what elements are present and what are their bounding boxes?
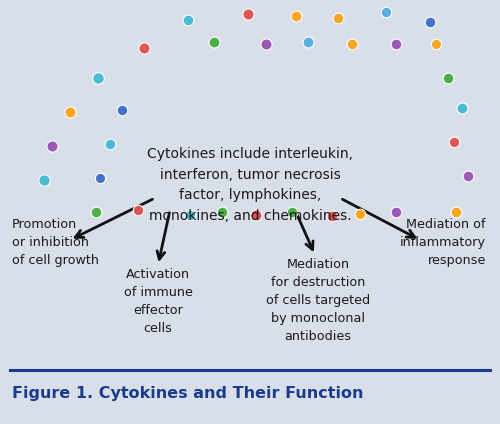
Point	[432, 41, 440, 47]
Point	[444, 75, 452, 81]
Point	[382, 8, 390, 15]
Point	[210, 39, 218, 45]
Point	[48, 142, 56, 149]
Point	[118, 106, 126, 113]
Point	[186, 212, 194, 218]
Point	[328, 212, 336, 219]
Point	[304, 39, 312, 45]
Point	[464, 173, 472, 179]
Text: Mediation
for destruction
of cells targeted
by monoclonal
antibodies: Mediation for destruction of cells targe…	[266, 258, 370, 343]
Point	[288, 209, 296, 215]
Point	[450, 139, 458, 145]
Text: Promotion
or inhibition
of cell growth: Promotion or inhibition of cell growth	[12, 218, 99, 267]
Point	[356, 211, 364, 218]
Point	[262, 41, 270, 47]
Point	[292, 13, 300, 20]
Point	[452, 209, 460, 215]
Point	[244, 11, 252, 17]
Point	[252, 212, 260, 218]
Point	[140, 45, 148, 51]
Point	[348, 41, 356, 47]
Point	[392, 209, 400, 215]
Point	[106, 141, 114, 148]
Point	[392, 41, 400, 47]
Text: Figure 1. Cytokines and Their Function: Figure 1. Cytokines and Their Function	[12, 386, 364, 401]
Point	[134, 206, 142, 213]
Text: Mediation of
inflammatory
response: Mediation of inflammatory response	[400, 218, 486, 267]
Point	[334, 14, 342, 21]
Text: Cytokines include interleukin,
interferon, tumor necrosis
factor, lymphokines,
m: Cytokines include interleukin, interfero…	[147, 147, 353, 223]
Point	[96, 175, 104, 181]
Point	[426, 19, 434, 25]
Point	[92, 209, 100, 215]
Point	[458, 105, 466, 112]
Point	[218, 209, 226, 215]
Point	[94, 75, 102, 81]
Point	[184, 17, 192, 23]
Text: Activation
of immune
effector
cells: Activation of immune effector cells	[124, 268, 192, 335]
Point	[66, 109, 74, 115]
Point	[40, 177, 48, 184]
